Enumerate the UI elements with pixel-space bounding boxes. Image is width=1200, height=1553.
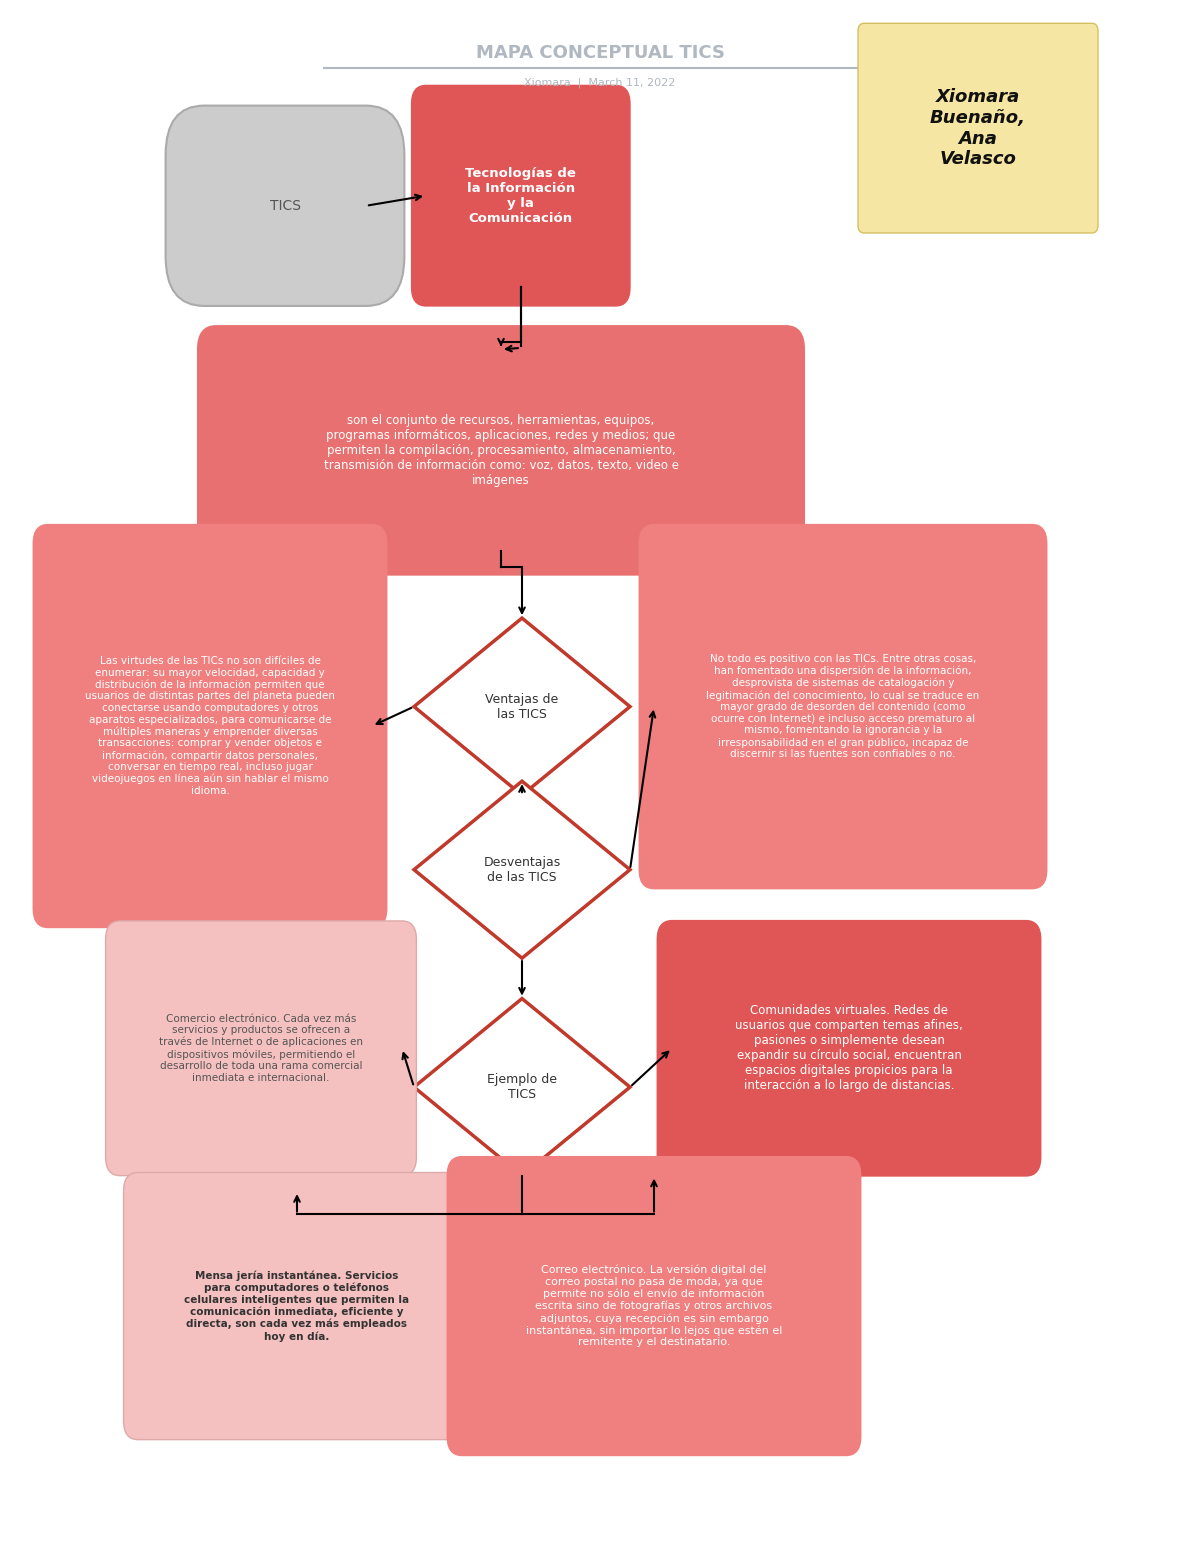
FancyBboxPatch shape	[448, 1157, 860, 1455]
FancyBboxPatch shape	[198, 326, 804, 575]
Text: Las virtudes de las TICs no son difíciles de
enumerar: su mayor velocidad, capac: Las virtudes de las TICs no son difícile…	[85, 655, 335, 797]
FancyBboxPatch shape	[166, 106, 404, 306]
Text: Mensa jería instantánea. Servicios
para computadores o teléfonos
celulares intel: Mensa jería instantánea. Servicios para …	[185, 1270, 409, 1342]
Polygon shape	[414, 781, 630, 958]
Text: Xiomara
Buenaño,
Ana
Velasco: Xiomara Buenaño, Ana Velasco	[930, 89, 1026, 168]
Text: Ventajas de
las TICS: Ventajas de las TICS	[485, 693, 559, 721]
FancyBboxPatch shape	[640, 525, 1046, 888]
Text: TICS: TICS	[270, 199, 300, 213]
Text: Desventajas
de las TICS: Desventajas de las TICS	[484, 856, 560, 884]
Text: Correo electrónico. La versión digital del
correo postal no pasa de moda, ya que: Correo electrónico. La versión digital d…	[526, 1264, 782, 1348]
Polygon shape	[414, 999, 630, 1176]
Text: MAPA CONCEPTUAL TICS: MAPA CONCEPTUAL TICS	[475, 43, 725, 62]
FancyBboxPatch shape	[106, 921, 416, 1176]
Text: No todo es positivo con las TICs. Entre otras cosas,
han fomentado una dispersió: No todo es positivo con las TICs. Entre …	[707, 654, 979, 759]
Text: Tecnologías de
la Información
y la
Comunicación: Tecnologías de la Información y la Comun…	[466, 166, 576, 225]
Text: Xiomara  |  March 11, 2022: Xiomara | March 11, 2022	[524, 78, 676, 87]
Text: Comunidades virtuales. Redes de
usuarios que comparten temas afines,
pasiones o : Comunidades virtuales. Redes de usuarios…	[736, 1005, 962, 1092]
Text: Comercio electrónico. Cada vez más
servicios y productos se ofrecen a
través de : Comercio electrónico. Cada vez más servi…	[158, 1014, 364, 1082]
FancyBboxPatch shape	[658, 921, 1040, 1176]
FancyBboxPatch shape	[412, 85, 630, 306]
FancyBboxPatch shape	[124, 1173, 470, 1440]
FancyBboxPatch shape	[858, 23, 1098, 233]
Polygon shape	[414, 618, 630, 795]
Text: Ejemplo de
TICS: Ejemplo de TICS	[487, 1073, 557, 1101]
Text: son el conjunto de recursos, herramientas, equipos,
programas informáticos, apli: son el conjunto de recursos, herramienta…	[324, 413, 678, 488]
FancyBboxPatch shape	[34, 525, 386, 927]
